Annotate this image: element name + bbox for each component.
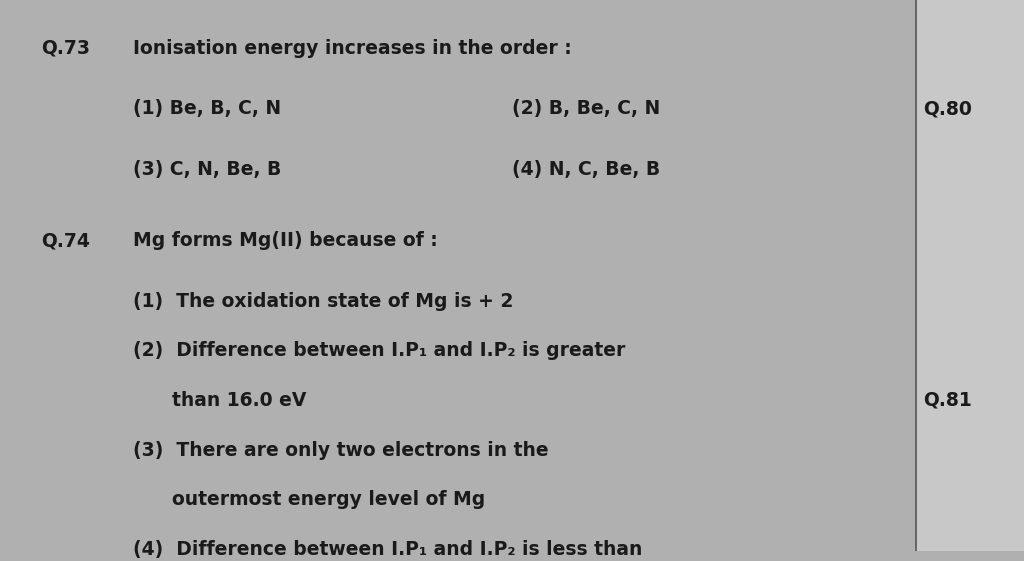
Text: (3)  There are only two electrons in the: (3) There are only two electrons in the	[133, 440, 549, 459]
Text: Q.74: Q.74	[41, 231, 90, 250]
Text: (3) C, N, Be, B: (3) C, N, Be, B	[133, 160, 282, 179]
Text: (2)  Difference between I.P₁ and I.P₂ is greater: (2) Difference between I.P₁ and I.P₂ is …	[133, 342, 626, 360]
Text: than 16.0 eV: than 16.0 eV	[133, 391, 306, 410]
Text: (4)  Difference between I.P₁ and I.P₂ is less than: (4) Difference between I.P₁ and I.P₂ is …	[133, 540, 642, 559]
Text: (1) Be, B, C, N: (1) Be, B, C, N	[133, 99, 282, 118]
Text: (1)  The oxidation state of Mg is + 2: (1) The oxidation state of Mg is + 2	[133, 292, 513, 311]
Text: Q.73: Q.73	[41, 39, 90, 58]
Text: (2) B, Be, C, N: (2) B, Be, C, N	[512, 99, 660, 118]
Text: Mg forms Mg(II) because of :: Mg forms Mg(II) because of :	[133, 231, 438, 250]
Text: outermost energy level of Mg: outermost energy level of Mg	[133, 490, 485, 509]
Text: Ionisation energy increases in the order :: Ionisation energy increases in the order…	[133, 39, 571, 58]
Text: Q.80: Q.80	[923, 99, 972, 118]
FancyBboxPatch shape	[916, 0, 1024, 551]
Text: Q.81: Q.81	[923, 391, 972, 410]
Text: (4) N, C, Be, B: (4) N, C, Be, B	[512, 160, 660, 179]
